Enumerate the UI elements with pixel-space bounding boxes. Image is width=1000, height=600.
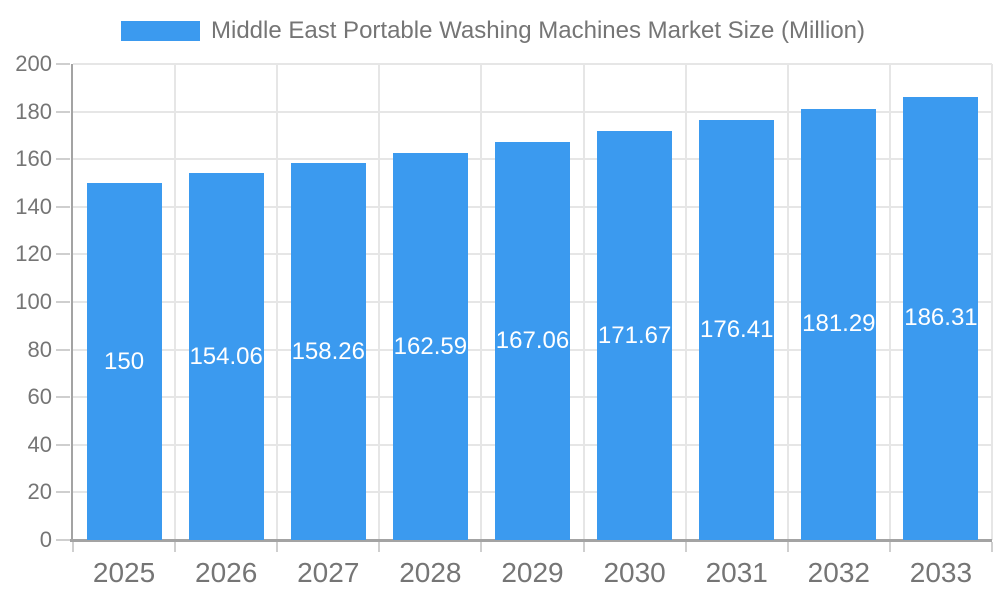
bar-value-label: 158.26 [291,337,365,365]
bar-2026[interactable] [188,173,264,540]
h-gridline [73,63,992,65]
h-gridline [73,110,992,113]
bar-2030[interactable] [597,131,673,540]
bar-value-label: 186.31 [904,304,978,332]
x-axis-tick [684,542,687,552]
x-axis-label: 2033 [909,557,973,588]
y-axis-tick [56,205,70,208]
y-axis-label: 60 [27,384,52,410]
x-axis-tick [378,542,381,552]
y-axis-label: 120 [15,241,52,267]
v-gridline [684,64,687,540]
y-axis-label: 20 [27,479,52,505]
bar-value-label: 150 [104,347,145,375]
y-axis-label: 200 [15,51,52,76]
bar-2033[interactable] [903,96,979,540]
y-axis-tick [56,348,70,351]
x-axis-label: 2029 [501,557,564,588]
v-gridline [480,64,483,540]
y-axis-label: 180 [15,98,52,124]
v-gridline [582,64,585,540]
x-axis-label: 2028 [399,557,462,588]
x-axis-label: 2030 [603,557,666,588]
y-axis-tick [56,158,70,161]
x-axis-label: 2025 [92,557,156,588]
y-axis-label: 140 [15,193,52,219]
x-axis-label: 2026 [195,557,258,588]
y-axis-label: 80 [27,336,52,362]
bar-value-label: 154.06 [189,342,263,370]
v-gridline [174,64,177,540]
x-axis-label: 2031 [705,557,768,588]
x-axis-tick [276,542,279,552]
x-axis-tick [174,542,177,552]
y-axis-label: 40 [27,431,52,457]
y-axis-label: 0 [39,527,52,552]
legend-label: Middle East Portable Washing Machines Ma… [211,17,866,44]
x-axis-tick [786,542,789,552]
bar-2027[interactable] [290,163,366,540]
y-axis-tick [56,253,70,256]
bar-value-label: 162.59 [393,332,468,360]
x-axis-line [70,539,992,542]
y-axis-tick [56,491,70,494]
v-gridline [786,64,789,540]
v-gridline [276,64,279,540]
bar-value-label: 181.29 [802,310,876,338]
y-axis-tick [56,110,70,113]
legend-swatch [121,21,200,41]
x-axis-tick [480,542,483,552]
y-axis-line [71,64,73,542]
bar-2031[interactable] [699,120,775,540]
bar-value-label: 171.67 [597,321,672,349]
bar-2029[interactable] [495,142,570,540]
bar-2025[interactable] [86,183,162,540]
x-axis-tick [582,542,585,552]
x-axis-tick [888,542,891,552]
bar-2028[interactable] [392,153,468,540]
y-axis-tick [56,63,70,65]
bar-value-label: 176.41 [700,316,774,344]
v-gridline [991,64,993,540]
y-axis-tick [56,396,70,399]
v-gridline [888,64,891,540]
x-axis-tick [991,542,993,552]
y-axis-label: 160 [15,146,52,172]
bar-2032[interactable] [801,108,877,540]
bar-value-label: 167.06 [495,327,570,355]
y-axis-tick [56,301,70,303]
v-gridline [378,64,381,540]
x-axis-label: 2027 [297,557,360,588]
y-axis-label: 100 [15,289,52,314]
y-axis-tick [56,539,70,541]
x-axis-tick [72,542,74,552]
legend[interactable]: Middle East Portable Washing Machines Ma… [121,17,865,45]
y-axis-tick [56,443,70,446]
x-axis-label: 2032 [807,557,870,588]
